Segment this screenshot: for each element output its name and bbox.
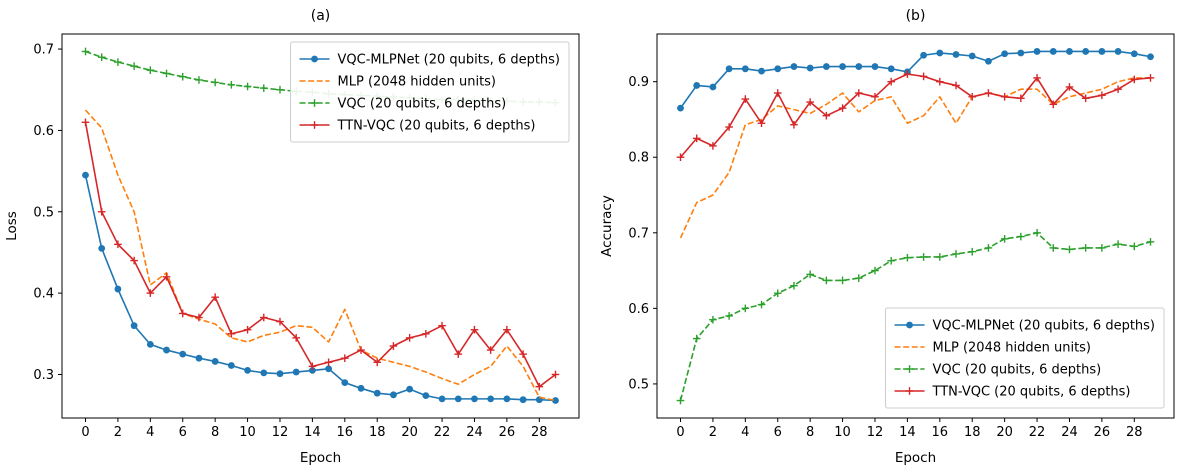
svg-text:12: 12 xyxy=(867,425,884,440)
svg-text:10: 10 xyxy=(834,425,851,440)
svg-text:22: 22 xyxy=(1029,425,1046,440)
svg-text:TTN-VQC (20 qubits, 6 depths): TTN-VQC (20 qubits, 6 depths) xyxy=(337,119,536,134)
svg-text:0.6: 0.6 xyxy=(628,302,649,317)
svg-text:Epoch: Epoch xyxy=(300,450,341,466)
svg-text:VQC (20 qubits, 6 depths): VQC (20 qubits, 6 depths) xyxy=(933,363,1102,378)
svg-text:16: 16 xyxy=(337,425,354,440)
svg-text:20: 20 xyxy=(401,425,418,440)
svg-text:8: 8 xyxy=(211,425,219,440)
svg-text:Loss: Loss xyxy=(4,211,20,241)
svg-text:20: 20 xyxy=(996,425,1013,440)
svg-text:0.6: 0.6 xyxy=(33,124,54,139)
svg-text:0.9: 0.9 xyxy=(628,75,649,90)
svg-text:0.4: 0.4 xyxy=(33,287,54,302)
svg-text:4: 4 xyxy=(741,425,749,440)
svg-text:18: 18 xyxy=(964,425,981,440)
svg-text:(b): (b) xyxy=(906,8,926,24)
panel-b: 0 2 4 6 8 10 12 14 16 18 20 22 24 26 28 0.5 0.6 0.7 0.8 0.9… xyxy=(595,0,1190,476)
svg-text:VQC-MLPNet (20 qubits, 6 depth: VQC-MLPNet (20 qubits, 6 depths) xyxy=(933,319,1155,334)
svg-text:0.7: 0.7 xyxy=(628,226,649,241)
svg-text:12: 12 xyxy=(272,425,289,440)
svg-text:VQC-MLPNet (20 qubits, 6 depth: VQC-MLPNet (20 qubits, 6 depths) xyxy=(338,53,560,68)
accuracy-chart: 0 2 4 6 8 10 12 14 16 18 20 22 24 26 280.50.60.70.80.9… xyxy=(599,8,1175,466)
svg-text:0: 0 xyxy=(676,425,684,440)
svg-text:24: 24 xyxy=(466,425,483,440)
svg-text:Epoch: Epoch xyxy=(895,450,936,466)
svg-text:0: 0 xyxy=(81,425,89,440)
svg-text:26: 26 xyxy=(1094,425,1111,440)
svg-text:0.3: 0.3 xyxy=(33,368,54,383)
svg-text:VQC (20 qubits, 6 depths): VQC (20 qubits, 6 depths) xyxy=(338,97,507,112)
svg-text:0.7: 0.7 xyxy=(33,43,54,58)
svg-text:28: 28 xyxy=(531,425,548,440)
svg-text:8: 8 xyxy=(806,425,814,440)
svg-text:Accuracy: Accuracy xyxy=(599,195,615,257)
svg-text:TTN-VQC (20 qubits, 6 depths): TTN-VQC (20 qubits, 6 depths) xyxy=(932,385,1131,400)
svg-text:2: 2 xyxy=(114,425,122,440)
svg-text:14: 14 xyxy=(899,425,916,440)
svg-text:14: 14 xyxy=(304,425,321,440)
svg-text:(a): (a) xyxy=(311,8,331,24)
svg-text:MLP (2048 hidden units): MLP (2048 hidden units) xyxy=(338,75,496,90)
svg-text:4: 4 xyxy=(146,425,154,440)
svg-text:16: 16 xyxy=(932,425,949,440)
svg-text:2: 2 xyxy=(709,425,717,440)
svg-text:10: 10 xyxy=(239,425,256,440)
svg-text:MLP (2048 hidden units): MLP (2048 hidden units) xyxy=(933,341,1091,356)
svg-text:18: 18 xyxy=(369,425,386,440)
svg-text:6: 6 xyxy=(774,425,782,440)
panel-a: 0 2 4 6 8 10 12 14 16 18 20 22 24 26 28 0.3 0.4 0.5 0.6 0.7… xyxy=(4,8,580,466)
svg-text:0.5: 0.5 xyxy=(628,377,649,392)
svg-text:28: 28 xyxy=(1126,425,1143,440)
svg-text:0.8: 0.8 xyxy=(628,151,649,166)
svg-text:6: 6 xyxy=(179,425,187,440)
svg-text:24: 24 xyxy=(1061,425,1078,440)
loss-chart: 0 2 4 6 8 10 12 14 16 18 20 22 24 26 280.30.40.50.60.7… xyxy=(4,8,580,466)
svg-text:0.5: 0.5 xyxy=(33,205,54,220)
svg-text:22: 22 xyxy=(434,425,451,440)
svg-text:26: 26 xyxy=(499,425,516,440)
